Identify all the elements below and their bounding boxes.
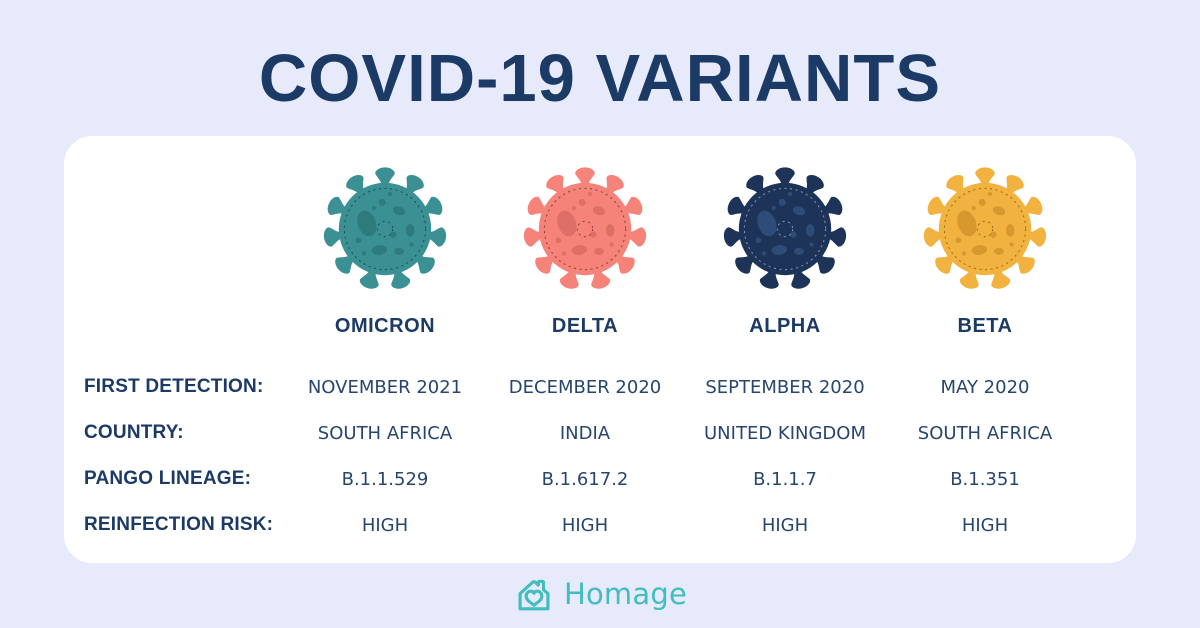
variants-card: OMICRON DELTA ALPHA BETA FIRST DETECTION… — [64, 136, 1136, 563]
table-row-pango-lineage: PANGO LINEAGE: B.1.1.529 B.1.617.2 B.1.1… — [84, 456, 1136, 502]
value-cell: HIGH — [561, 514, 609, 536]
value-cell: SOUTH AFRICA — [317, 422, 453, 444]
virus-icons-row — [84, 158, 1136, 300]
delta-virus-icon — [512, 159, 658, 299]
house-heart-icon — [518, 579, 550, 611]
variant-data-table: FIRST DETECTION: NOVEMBER 2021 DECEMBER … — [84, 364, 1136, 548]
value-cell: SEPTEMBER 2020 — [705, 376, 865, 398]
value-cell: B.1.1.529 — [341, 468, 429, 490]
value-cell: HIGH — [361, 514, 409, 536]
row-label: COUNTRY: — [84, 422, 184, 443]
row-label: REINFECTION RISK: — [84, 514, 274, 535]
row-label: FIRST DETECTION: — [84, 376, 264, 397]
variant-name-beta: BETA — [957, 314, 1013, 337]
value-cell: B.1.1.7 — [753, 468, 817, 490]
alpha-virus-icon — [712, 159, 858, 299]
value-cell: UNITED KINGDOM — [704, 422, 866, 444]
value-cell: INDIA — [559, 422, 611, 444]
row-label: PANGO LINEAGE: — [84, 468, 252, 489]
value-cell: HIGH — [961, 514, 1009, 536]
page-title: COVID-19 VARIANTS — [258, 41, 942, 116]
brand-name: Homage — [563, 577, 688, 611]
variant-name-omicron: OMICRON — [334, 314, 436, 337]
variant-names-row: OMICRON DELTA ALPHA BETA — [84, 300, 1136, 352]
value-cell: SOUTH AFRICA — [917, 422, 1053, 444]
value-cell: B.1.351 — [950, 468, 1020, 490]
omicron-virus-icon — [312, 159, 458, 299]
value-cell: HIGH — [761, 514, 809, 536]
value-cell: B.1.617.2 — [541, 468, 629, 490]
beta-virus-icon — [912, 159, 1058, 299]
footer-brand: Homage — [0, 570, 1200, 618]
table-row-first-detection: FIRST DETECTION: NOVEMBER 2021 DECEMBER … — [84, 364, 1136, 410]
value-cell: NOVEMBER 2021 — [307, 376, 463, 398]
value-cell: DECEMBER 2020 — [508, 376, 662, 398]
table-row-reinfection-risk: REINFECTION RISK: HIGH HIGH HIGH HIGH — [84, 502, 1136, 548]
value-cell: MAY 2020 — [940, 376, 1030, 398]
table-row-country: COUNTRY: SOUTH AFRICA INDIA UNITED KINGD… — [84, 410, 1136, 456]
variant-name-delta: DELTA — [551, 314, 619, 337]
variant-name-alpha: ALPHA — [749, 314, 821, 337]
